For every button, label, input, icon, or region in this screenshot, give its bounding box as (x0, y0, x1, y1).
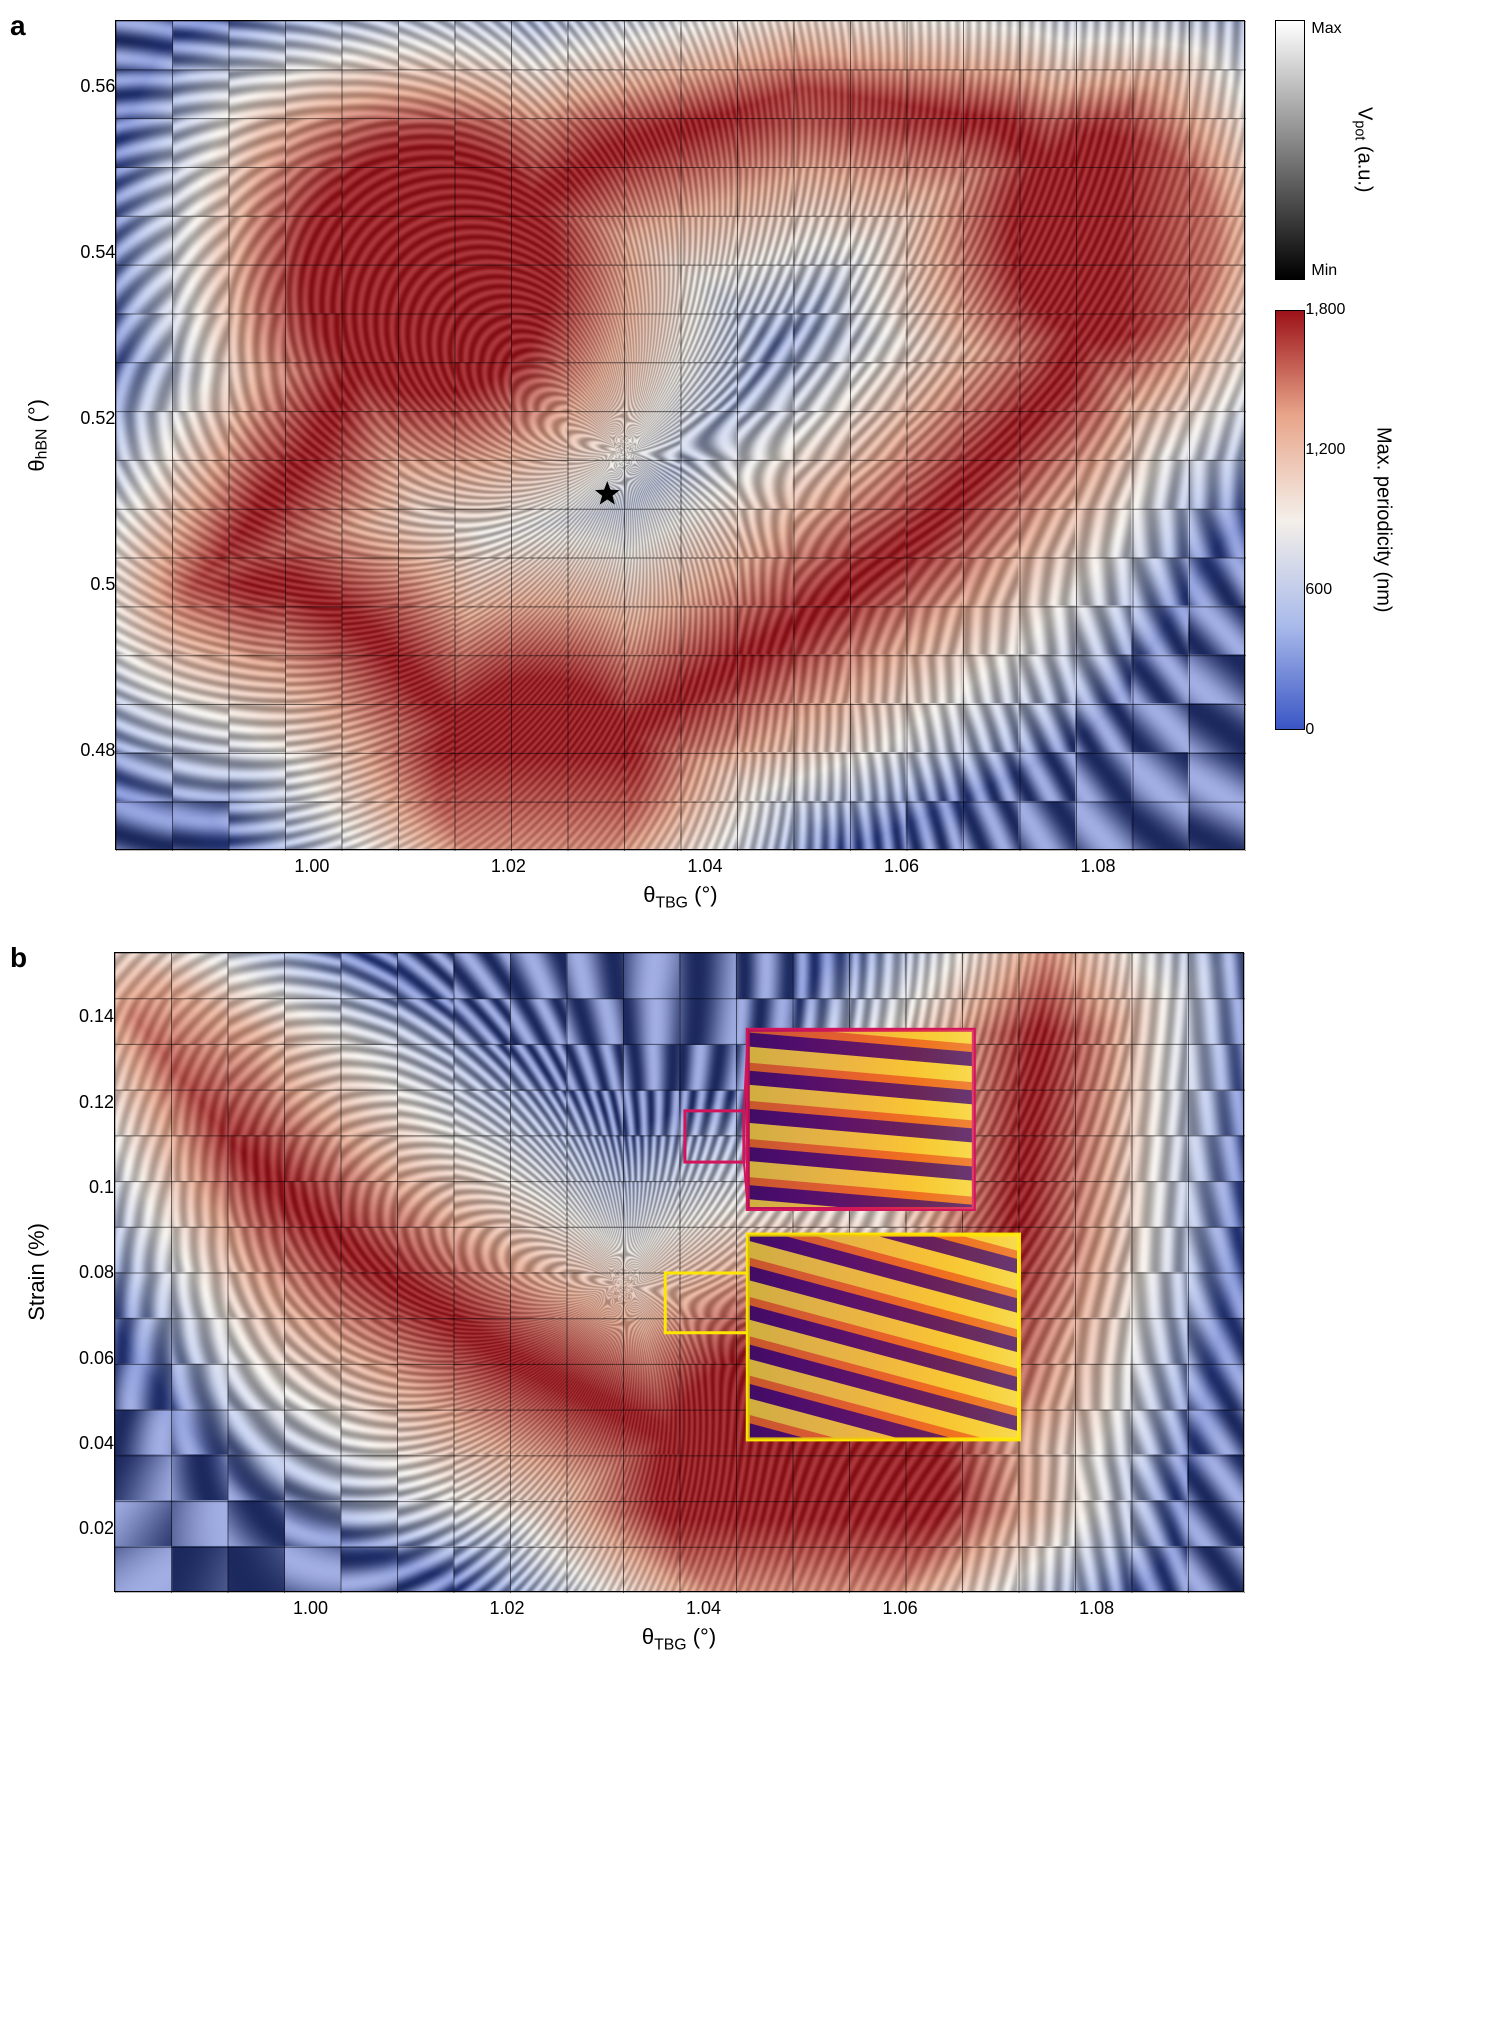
panel-b-label: b (10, 942, 27, 974)
xtick: 1.04 (687, 856, 722, 877)
xtick: 1.04 (686, 1598, 721, 1619)
xtick: 1.02 (490, 1598, 525, 1619)
cbar-tick: 1,800 (1305, 301, 1345, 319)
panel-b-plot (114, 952, 1244, 1592)
panel-a-yaxis: θhBN (°) 0.48 0.5 0.52 0.54 0.56 (20, 20, 115, 850)
ytick: 0.52 (80, 409, 115, 427)
panel-a-ylabel: θhBN (°) (20, 399, 55, 472)
ytick: 0.56 (80, 77, 115, 95)
ytick: 0.02 (79, 1519, 114, 1537)
ytick: 0.08 (79, 1263, 114, 1281)
cbar-grey-max: Max (1311, 20, 1341, 38)
xtick: 1.00 (293, 1598, 328, 1619)
panel-b-yaxis: Strain (%) 0.02 0.04 0.06 0.08 0.1 0.12 0.14 (20, 952, 114, 1592)
cbar-tick: 0 (1305, 721, 1314, 739)
panel-a-plot (115, 20, 1245, 850)
xtick: 1.06 (883, 1598, 918, 1619)
panel-b-xlabel: θTBG (°) (642, 1616, 716, 1654)
xtick: 1.02 (491, 856, 526, 877)
ytick: 0.06 (79, 1349, 114, 1367)
ytick: 0.54 (80, 243, 115, 261)
cbar-tick: 600 (1305, 581, 1332, 599)
cbar-tick: 1,200 (1305, 441, 1345, 459)
colorbar-periodicity-label: Max. periodicity (nm) (1361, 310, 1394, 730)
panel-a: a θhBN (°) 0.480.50.520.540.56 1.001.021… (20, 20, 1480, 912)
xtick: 1.06 (884, 856, 919, 877)
ytick: 0.1 (89, 1178, 114, 1196)
panel-a-heatmap (116, 21, 1244, 849)
xtick: 1.08 (1079, 1598, 1114, 1619)
ytick: 0.14 (79, 1007, 114, 1025)
panel-a-label: a (10, 10, 26, 42)
colorbar-vpot-label: Vpot (a.u.) (1342, 20, 1376, 280)
panel-b-xaxis: 1.00 1.02 1.04 1.06 1.08 θTBG (°) (114, 1592, 1244, 1654)
colorbar-periodicity: 06001,2001,800 Max. periodicity (nm) (1275, 310, 1394, 730)
panel-a-xlabel: θTBG (°) (643, 874, 717, 912)
xtick: 1.00 (294, 856, 329, 877)
panel-a-xaxis: 1.00 1.02 1.04 1.06 1.08 θTBG (°) (115, 850, 1245, 912)
ytick: 0.48 (80, 741, 115, 759)
ytick: 0.5 (90, 575, 115, 593)
colorbars: Max Min Vpot (a.u.) 06001,2001,800 Max. … (1275, 20, 1394, 730)
xtick: 1.08 (1080, 856, 1115, 877)
colorbar-vpot: Max Min Vpot (a.u.) (1275, 20, 1394, 280)
panel-b-heatmap (115, 953, 1243, 1591)
figure: a θhBN (°) 0.480.50.520.540.56 1.001.021… (20, 20, 1480, 1655)
cbar-grey-min: Min (1311, 262, 1341, 280)
ytick: 0.04 (79, 1434, 114, 1452)
ytick: 0.12 (79, 1093, 114, 1111)
panel-b: b Strain (%) 0.020.040.060.080.10.120.14… (20, 952, 1480, 1654)
panel-b-ylabel: Strain (%) (20, 1223, 54, 1321)
